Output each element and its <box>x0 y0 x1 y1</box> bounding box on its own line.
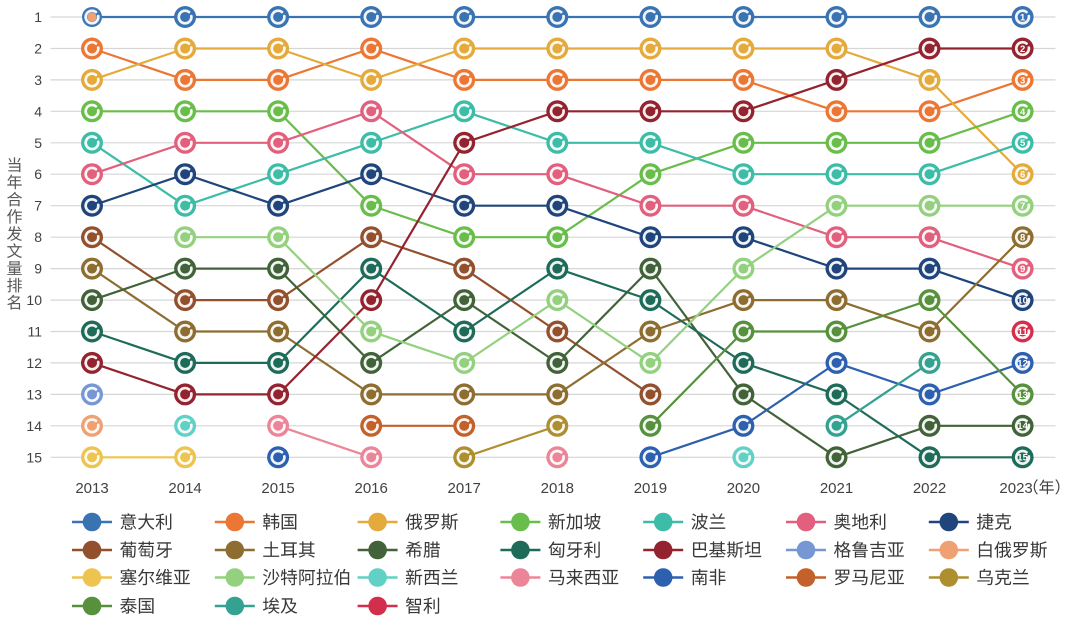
svg-text:12: 12 <box>26 355 42 371</box>
svg-text:12: 12 <box>1017 358 1028 369</box>
svg-text:6: 6 <box>34 166 42 182</box>
svg-text:14: 14 <box>26 418 42 434</box>
svg-text:2: 2 <box>1020 44 1025 55</box>
svg-text:8: 8 <box>1020 233 1025 244</box>
svg-text:5: 5 <box>1020 138 1026 149</box>
svg-text:15: 15 <box>26 449 42 465</box>
svg-text:1: 1 <box>34 9 42 25</box>
svg-text:2017: 2017 <box>448 480 481 497</box>
svg-text:7: 7 <box>1020 201 1025 212</box>
svg-text:2015: 2015 <box>261 480 294 497</box>
svg-text:11: 11 <box>1018 327 1029 338</box>
svg-text:10: 10 <box>1017 295 1028 306</box>
svg-text:2019: 2019 <box>634 480 667 497</box>
svg-text:1: 1 <box>1020 12 1026 23</box>
svg-text:7: 7 <box>34 198 42 214</box>
svg-text:8: 8 <box>34 229 42 245</box>
svg-text:13: 13 <box>1017 390 1028 401</box>
svg-text:2013: 2013 <box>75 480 108 497</box>
svg-text:5: 5 <box>34 135 42 151</box>
svg-text:2022: 2022 <box>913 480 946 497</box>
svg-text:2016: 2016 <box>355 480 388 497</box>
svg-text:2020: 2020 <box>727 480 760 497</box>
svg-text:2018: 2018 <box>541 480 574 497</box>
svg-text:14: 14 <box>1017 421 1028 432</box>
svg-text:2023: 2023 <box>999 480 1032 497</box>
svg-text:4: 4 <box>34 103 42 119</box>
svg-text:3: 3 <box>1020 75 1025 86</box>
svg-text:11: 11 <box>27 324 42 340</box>
svg-text:4: 4 <box>1020 107 1026 118</box>
svg-text:2014: 2014 <box>168 480 201 497</box>
svg-text:2: 2 <box>34 41 42 57</box>
svg-text:10: 10 <box>26 292 42 308</box>
svg-text:15: 15 <box>1017 453 1028 464</box>
svg-text:13: 13 <box>26 386 42 402</box>
svg-text:3: 3 <box>34 72 42 88</box>
svg-text:9: 9 <box>34 261 42 277</box>
svg-text:6: 6 <box>1020 170 1025 181</box>
svg-text:9: 9 <box>1020 264 1025 275</box>
svg-text:2021: 2021 <box>820 480 853 497</box>
